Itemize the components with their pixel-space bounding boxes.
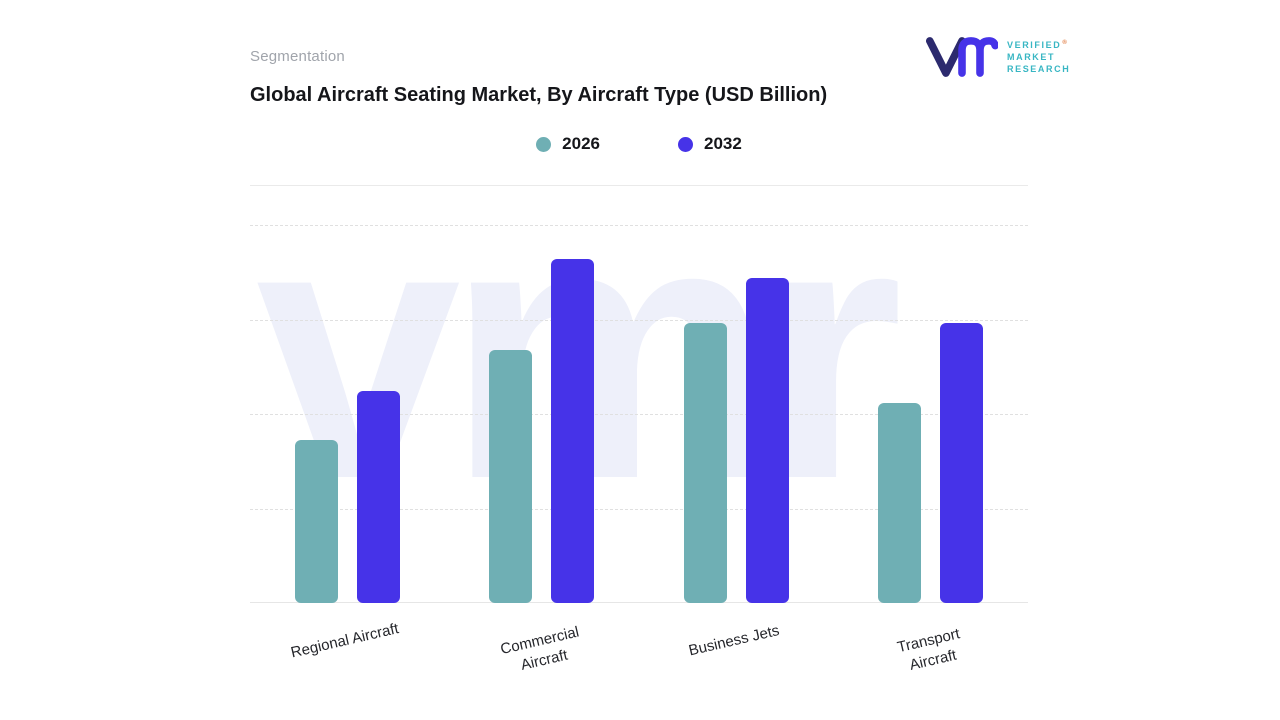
- bar-2032-transport-aircraft: [940, 323, 984, 603]
- legend-dot-2026: [536, 136, 552, 152]
- chart-title: Global Aircraft Seating Market, By Aircr…: [250, 84, 828, 106]
- bar-2026-business-jets: [683, 323, 727, 603]
- bar-group-regional-aircraft: [250, 225, 445, 603]
- bar-2026-transport-aircraft: [878, 402, 922, 603]
- gridline-5: [250, 414, 1028, 415]
- bar-2032-business-jets: [745, 277, 789, 603]
- legend-label-2026: 2026: [562, 134, 600, 153]
- tick-regional-aircraft: Regional Aircraft: [250, 603, 445, 670]
- gridline-2.5: [250, 508, 1028, 510]
- logo-line-research: RESEARCH: [1007, 64, 1071, 75]
- bar-groups: [250, 225, 1028, 603]
- tick-label-business-jets: Business Jets: [686, 622, 781, 660]
- legend-dot-2032: [678, 136, 693, 152]
- registered-mark: ®: [1062, 39, 1069, 46]
- legend-item-2032: 2032: [678, 134, 742, 154]
- bar-2026-commercial-aircraft: [489, 349, 533, 603]
- tick-business-jets: Business Jets: [639, 603, 834, 670]
- legend-item-2026: 2026: [536, 134, 600, 154]
- gridline-7.5: [250, 319, 1028, 321]
- legend-label-2032: 2032: [704, 134, 742, 153]
- tick-label-commercial-aircraft: Commercial Aircraft: [498, 623, 581, 674]
- logo-line-verified: VERIFIED®: [1007, 39, 1069, 50]
- bar-group-commercial-aircraft: [445, 225, 640, 603]
- gridline-10: [250, 225, 1028, 226]
- header-divider: [250, 185, 1028, 186]
- tick-commercial-aircraft: Commercial Aircraft: [445, 603, 640, 673]
- bar-2026-regional-aircraft: [294, 440, 338, 603]
- bar-2032-regional-aircraft: [356, 391, 400, 603]
- x-axis-baseline: [250, 602, 1028, 603]
- bar-2032-commercial-aircraft: [551, 259, 595, 603]
- x-axis-tick-labels: Regional Aircraft Commercial Aircraft Busin…: [250, 603, 1029, 673]
- tick-label-transport-aircraft: Transport Aircraft: [895, 625, 962, 674]
- tick-label-regional-aircraft: Regional Aircraft: [289, 620, 401, 662]
- vmr-logo-mark-icon: [926, 34, 998, 80]
- segmentation-eyebrow: Segmentation: [250, 48, 345, 65]
- vmr-logo-text: VERIFIED® MARKET RESEARCH: [1007, 39, 1070, 75]
- plot-area: vmr: [250, 144, 1028, 603]
- tick-transport-aircraft: Transport Aircraft: [834, 603, 1029, 673]
- vmr-logo: VERIFIED® MARKET RESEARCH: [926, 34, 1070, 80]
- logo-line-market: MARKET: [1007, 51, 1056, 62]
- bar-group-business-jets: [639, 225, 834, 603]
- chart-legend: 2026 2032: [250, 134, 1028, 154]
- bar-group-transport-aircraft: [834, 225, 1029, 603]
